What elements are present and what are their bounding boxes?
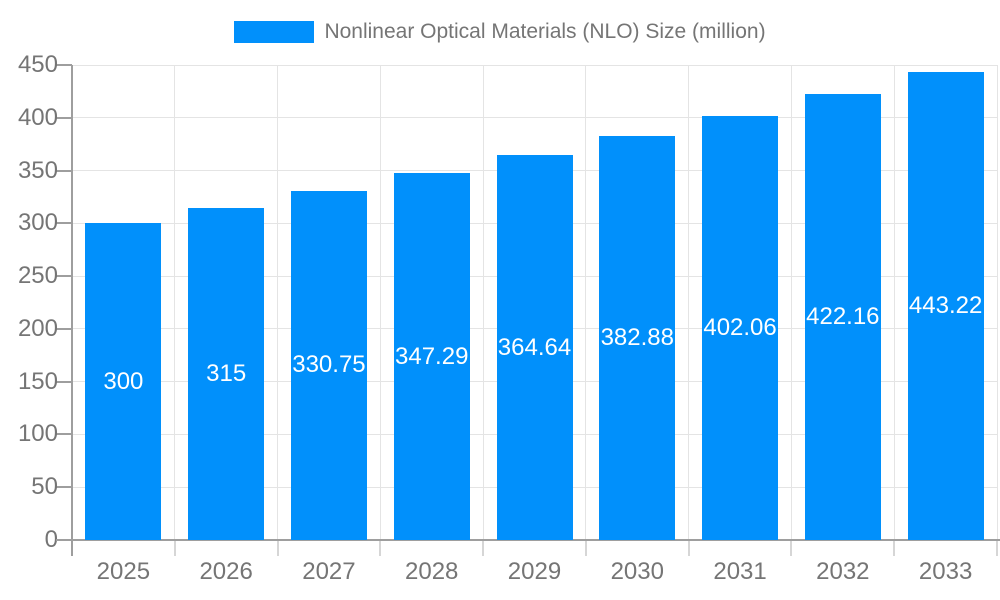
x-axis-tick-label: 2029 (507, 558, 562, 585)
x-axis-line (56, 539, 1000, 541)
y-axis-tick-label: 150 (17, 367, 58, 395)
y-axis-tick (56, 169, 72, 172)
y-axis-line (71, 65, 73, 556)
gridline-vertical (688, 65, 690, 540)
x-axis-tick-label: 2033 (918, 558, 973, 585)
x-axis-tick (276, 540, 279, 556)
x-axis-tick (790, 540, 793, 556)
gridline-horizontal (72, 117, 997, 119)
bar[interactable] (188, 207, 265, 540)
legend[interactable]: Nonlinear Optical Materials (NLO) Size (… (0, 20, 1000, 44)
x-axis-tick (996, 540, 998, 556)
y-axis-tick-label: 0 (44, 526, 58, 553)
gridline-vertical (996, 65, 998, 540)
gridline-vertical (585, 65, 587, 540)
x-axis-tick (173, 540, 176, 556)
gridline-vertical (790, 65, 792, 540)
y-axis-tick-label: 50 (31, 473, 58, 501)
gridline-vertical (174, 65, 176, 540)
bar[interactable] (702, 115, 779, 540)
legend-label: Nonlinear Optical Materials (NLO) Size (… (324, 20, 766, 43)
x-axis-tick-label: 2025 (96, 558, 151, 585)
gridline-vertical (893, 65, 895, 540)
y-axis-tick (56, 64, 72, 66)
x-axis-tick (584, 540, 587, 556)
bar[interactable] (496, 155, 573, 540)
bar[interactable] (290, 190, 367, 540)
bar[interactable] (599, 135, 676, 540)
x-axis-tick (379, 540, 382, 556)
x-axis-tick (687, 540, 690, 556)
y-axis-tick-label: 350 (17, 156, 58, 184)
y-axis-tick (56, 380, 72, 383)
x-axis-tick-label: 2026 (199, 558, 253, 585)
y-axis-tick (56, 222, 72, 225)
y-axis-tick-label: 300 (17, 209, 58, 237)
x-axis-tick (893, 540, 896, 556)
y-axis-tick-label: 450 (17, 51, 58, 78)
bar[interactable] (393, 173, 470, 540)
y-axis-tick-label: 250 (17, 262, 58, 290)
gridline-vertical (379, 65, 381, 540)
gridline-vertical (277, 65, 279, 540)
gridline-vertical (482, 65, 484, 540)
bar[interactable] (907, 72, 984, 540)
x-axis-tick-label: 2032 (816, 558, 870, 585)
x-axis-tick-label: 2027 (302, 558, 356, 585)
y-axis-tick-label: 200 (17, 314, 58, 342)
y-axis-tick (56, 327, 72, 330)
y-axis-tick-label: 400 (17, 103, 58, 131)
x-axis-tick-label: 2030 (610, 558, 664, 585)
bar[interactable] (804, 94, 881, 540)
y-axis-tick (56, 433, 72, 436)
x-axis-tick-label: 2031 (713, 558, 767, 585)
y-axis-tick (56, 486, 72, 489)
legend-swatch[interactable] (234, 21, 315, 43)
y-axis-tick (56, 275, 72, 278)
y-axis-tick-label: 100 (17, 420, 58, 448)
y-axis-tick (56, 116, 72, 119)
x-axis-tick-label: 2028 (405, 558, 459, 585)
x-axis-tick (482, 540, 485, 556)
bar[interactable] (85, 223, 162, 540)
gridline-horizontal (72, 64, 997, 66)
